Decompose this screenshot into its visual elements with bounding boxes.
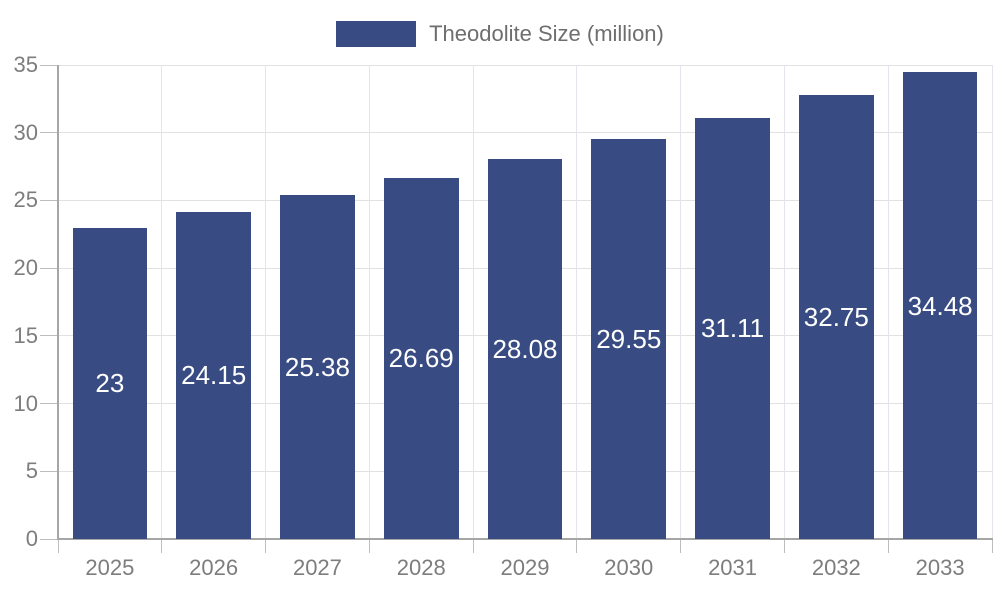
bar-value-label: 24.15 — [181, 360, 247, 391]
x-tick-label: 2031 — [708, 555, 758, 580]
bar-value-label: 25.38 — [284, 352, 350, 383]
y-axis-tick — [40, 403, 58, 405]
bar-value-label: 28.08 — [492, 333, 558, 364]
y-axis-tick — [40, 538, 58, 540]
x-tick-label: 2032 — [811, 555, 861, 580]
x-tick-label: 2026 — [189, 555, 239, 580]
gridline-horizontal — [58, 64, 992, 66]
x-axis-tick — [57, 539, 59, 553]
bar-value-label: 34.48 — [907, 290, 973, 321]
gridline-horizontal — [58, 132, 992, 134]
bar-value-label: 29.55 — [596, 323, 662, 354]
y-tick-label: 20 — [13, 255, 38, 281]
bar-2031: 31.11 — [695, 117, 770, 539]
x-tick-label: 2027 — [292, 555, 342, 580]
y-axis-line — [57, 65, 59, 539]
x-axis-tick — [783, 539, 785, 553]
legend-swatch — [336, 21, 417, 47]
bar-value-label: 26.69 — [388, 343, 454, 374]
bar-value-label: 23 — [95, 368, 125, 399]
legend: Theodolite Size (million) — [0, 21, 1000, 47]
y-tick-label: 0 — [25, 526, 38, 551]
x-axis-tick — [991, 539, 993, 553]
x-axis-tick — [887, 539, 889, 553]
gridline-vertical — [576, 65, 578, 539]
y-axis-tick — [40, 267, 58, 269]
legend-label: Theodolite Size (million) — [429, 21, 664, 46]
y-axis-tick — [40, 470, 58, 472]
y-tick-label: 10 — [13, 390, 38, 416]
y-axis-tick — [40, 64, 58, 66]
bar-2028: 26.69 — [383, 177, 459, 539]
x-axis-tick — [368, 539, 370, 553]
y-axis-tick — [40, 335, 58, 337]
x-tick-label: 2033 — [915, 555, 965, 580]
x-axis-tick — [576, 539, 578, 553]
bar-value-label: 32.75 — [803, 302, 869, 333]
gridline-vertical — [161, 65, 163, 539]
bar-value-label: 31.11 — [700, 313, 765, 344]
bar-2029: 28.08 — [487, 158, 563, 539]
y-tick-label: 5 — [25, 458, 38, 484]
gridline-vertical — [472, 65, 474, 539]
gridline-vertical — [991, 65, 993, 539]
x-tick-label: 2025 — [85, 555, 135, 580]
x-axis-line — [57, 538, 993, 540]
bar-2027: 25.38 — [280, 195, 355, 539]
x-axis-tick — [265, 539, 267, 553]
y-axis-tick — [40, 132, 58, 134]
x-axis-tick — [680, 539, 682, 553]
x-tick-label: 2028 — [396, 555, 446, 580]
y-tick-label: 15 — [13, 322, 38, 348]
gridline-vertical — [783, 65, 785, 539]
y-tick-label: 30 — [13, 119, 38, 145]
y-tick-label: 25 — [13, 187, 38, 213]
y-tick-label: 35 — [13, 52, 38, 77]
x-tick-label: 2029 — [500, 555, 550, 580]
bar-2032: 32.75 — [798, 95, 874, 539]
bar-2030: 29.55 — [591, 138, 667, 539]
gridline-vertical — [680, 65, 682, 539]
bar-2025: 23 — [72, 227, 148, 539]
x-axis-tick — [472, 539, 474, 553]
bar-2026: 24.15 — [176, 211, 252, 539]
bar-2033: 34.48 — [902, 72, 978, 539]
gridline-vertical — [265, 65, 267, 539]
x-tick-label: 2030 — [604, 555, 654, 580]
gridline-vertical — [887, 65, 889, 539]
x-axis-tick — [161, 539, 163, 553]
gridline-vertical — [368, 65, 370, 539]
y-axis-tick — [40, 199, 58, 201]
